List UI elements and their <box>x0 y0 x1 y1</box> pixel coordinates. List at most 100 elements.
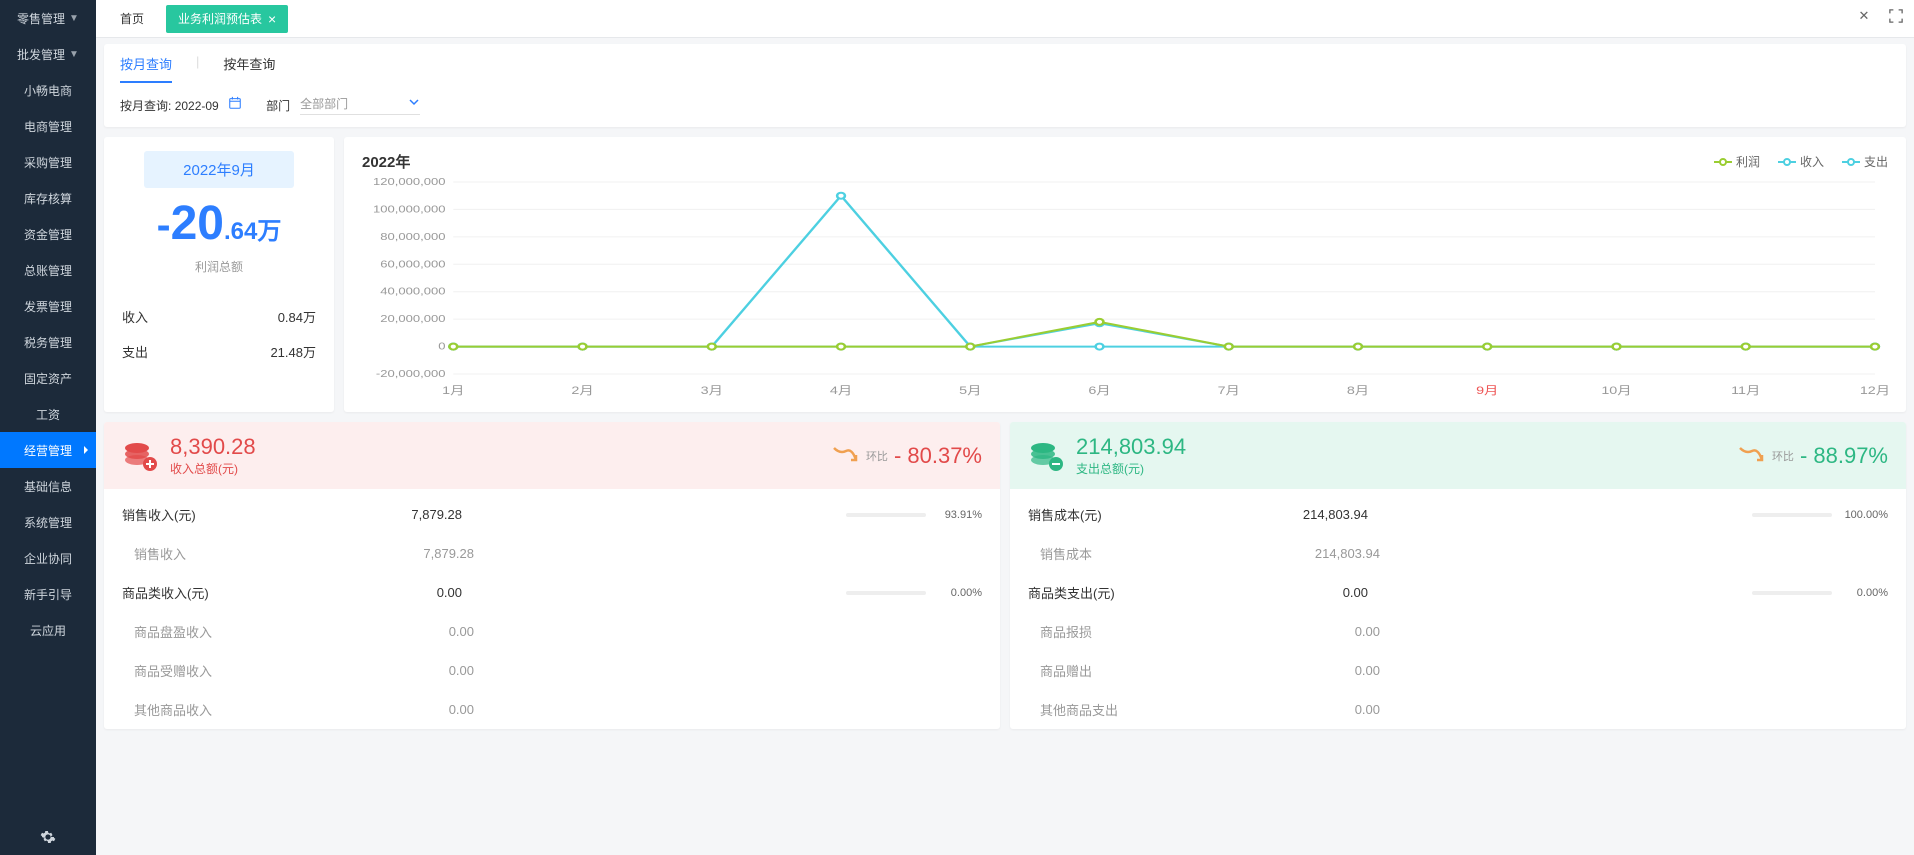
fullscreen-icon[interactable] <box>1886 6 1906 26</box>
row-label: 销售收入(元) <box>122 505 302 524</box>
sidebar-item[interactable]: 小畅电商 <box>0 72 96 108</box>
row-value: 0.00 <box>302 585 462 600</box>
data-subrow: 销售收入7,879.28 <box>122 534 982 573</box>
tab-home-label: 首页 <box>120 10 144 27</box>
svg-text:5月: 5月 <box>959 384 981 397</box>
sidebar-item-label: 系统管理 <box>24 514 72 531</box>
expense-pct: - 88.97% <box>1800 443 1888 469</box>
legend-label: 支出 <box>1864 153 1888 170</box>
row-bar: 100.00% <box>1408 509 1888 521</box>
sidebar-item[interactable]: 税务管理 <box>0 324 96 360</box>
sidebar-item[interactable]: 系统管理 <box>0 504 96 540</box>
sidebar-item-label: 工资 <box>36 406 60 423</box>
filter-panel: 按月查询 | 按年查询 按月查询: 2022-09 部门 全部部门 <box>104 44 1906 127</box>
expense-value: 21.48万 <box>270 342 316 361</box>
subtab-month[interactable]: 按月查询 <box>120 54 172 83</box>
data-subrow: 商品赠出0.00 <box>1028 651 1888 690</box>
summary-expense-row: 支出 21.48万 <box>118 334 320 369</box>
legend-item[interactable]: 利润 <box>1714 153 1760 170</box>
month-label: 按月查询: <box>120 99 171 113</box>
data-subrow: 商品报损0.00 <box>1028 612 1888 651</box>
profit-unit: 万 <box>257 218 281 245</box>
profit-label: 利润总额 <box>118 258 320 275</box>
svg-text:4月: 4月 <box>830 384 852 397</box>
summary-panel: 2022年9月 -20.64万 利润总额 收入 0.84万 支出 21.48万 <box>104 137 334 412</box>
expense-card: 214,803.94 支出总额(元) 环比 - 88.97% 销售成本(元)21… <box>1010 422 1906 729</box>
chevron-down-icon: ▼ <box>69 13 79 24</box>
data-subrow: 其他商品支出0.00 <box>1028 690 1888 729</box>
data-subrow: 商品盘盈收入0.00 <box>122 612 982 651</box>
line-chart: 120,000,000100,000,00080,000,00060,000,0… <box>362 178 1888 398</box>
sidebar-item[interactable]: 新手引导 <box>0 576 96 612</box>
tab-home[interactable]: 首页 <box>108 5 156 33</box>
income-value: 0.84万 <box>278 307 316 326</box>
data-subrow: 其他商品收入0.00 <box>122 690 982 729</box>
legend-marker <box>1714 158 1732 166</box>
legend-marker <box>1778 158 1796 166</box>
svg-text:12月: 12月 <box>1860 384 1888 397</box>
data-row: 商品类收入(元)0.00 0.00% <box>122 573 982 612</box>
sidebar-item[interactable]: 批发管理▼ <box>0 36 96 72</box>
sidebar-item[interactable]: 基础信息 <box>0 468 96 504</box>
income-icon <box>122 438 158 474</box>
dept-select[interactable]: 全部部门 <box>300 95 420 115</box>
sidebar-item-label: 经营管理 <box>24 442 72 459</box>
subtab-year[interactable]: 按年查询 <box>223 54 275 83</box>
chart-legend: 利润 收入 支出 <box>1714 153 1888 170</box>
row-label: 商品盘盈收入 <box>134 622 314 641</box>
sidebar-item[interactable]: 总账管理 <box>0 252 96 288</box>
chevron-down-icon <box>408 96 420 111</box>
tab-profit-estimate[interactable]: 业务利润预估表 × <box>166 5 288 33</box>
row-value: 0.00 <box>1208 585 1368 600</box>
sidebar-item-label: 企业协同 <box>24 550 72 567</box>
row-value: 0.00 <box>1220 624 1380 639</box>
sidebar-item[interactable]: 工资 <box>0 396 96 432</box>
legend-item[interactable]: 支出 <box>1842 153 1888 170</box>
row-value: 214,803.94 <box>1208 507 1368 522</box>
profit-prefix: - <box>157 201 171 248</box>
profit-total-value: -20.64万 <box>118 200 320 248</box>
close-icon[interactable]: × <box>268 12 276 26</box>
close-all-icon[interactable]: ✕ <box>1854 6 1874 26</box>
sidebar-item[interactable]: 企业协同 <box>0 540 96 576</box>
row-value: 214,803.94 <box>1220 546 1380 561</box>
row-label: 销售成本(元) <box>1028 505 1208 524</box>
svg-text:8月: 8月 <box>1347 384 1369 397</box>
profit-frac: .64 <box>224 218 257 245</box>
svg-text:20,000,000: 20,000,000 <box>380 314 445 325</box>
settings-button[interactable] <box>0 819 96 855</box>
svg-text:10月: 10月 <box>1601 384 1631 397</box>
month-value[interactable]: 2022-09 <box>175 99 219 113</box>
trend-down-icon <box>832 444 860 467</box>
sidebar-item[interactable]: 发票管理 <box>0 288 96 324</box>
sidebar-item[interactable]: 云应用 <box>0 612 96 648</box>
svg-text:3月: 3月 <box>701 384 723 397</box>
svg-text:120,000,000: 120,000,000 <box>373 178 445 188</box>
sidebar-item[interactable]: 固定资产 <box>0 360 96 396</box>
sidebar-item-label: 电商管理 <box>24 118 72 135</box>
sidebar-item[interactable]: 经营管理 <box>0 432 96 468</box>
row-bar: 0.00% <box>502 587 982 599</box>
tab-active-label: 业务利润预估表 <box>178 10 262 27</box>
data-subrow: 销售成本214,803.94 <box>1028 534 1888 573</box>
sidebar-item[interactable]: 采购管理 <box>0 144 96 180</box>
calendar-icon[interactable] <box>228 99 242 113</box>
data-subrow: 商品受赠收入0.00 <box>122 651 982 690</box>
svg-text:1月: 1月 <box>442 384 464 397</box>
svg-text:7月: 7月 <box>1218 384 1240 397</box>
trend-down-icon <box>1738 444 1766 467</box>
legend-item[interactable]: 收入 <box>1778 153 1824 170</box>
sidebar-item[interactable]: 库存核算 <box>0 180 96 216</box>
row-label: 销售成本 <box>1040 544 1220 563</box>
sidebar-item[interactable]: 电商管理 <box>0 108 96 144</box>
sidebar-item[interactable]: 零售管理▼ <box>0 0 96 36</box>
row-bar: 0.00% <box>1408 587 1888 599</box>
sidebar-item-label: 资金管理 <box>24 226 72 243</box>
svg-text:0: 0 <box>438 341 445 352</box>
svg-text:11月: 11月 <box>1731 384 1760 397</box>
income-amount: 8,390.28 <box>170 434 256 460</box>
sidebar-item-label: 小畅电商 <box>24 82 72 99</box>
row-label: 商品类收入(元) <box>122 583 302 602</box>
sidebar-item[interactable]: 资金管理 <box>0 216 96 252</box>
main: 首页 业务利润预估表 × ✕ 按月查询 | 按年查询 按月查询: <box>96 0 1914 855</box>
